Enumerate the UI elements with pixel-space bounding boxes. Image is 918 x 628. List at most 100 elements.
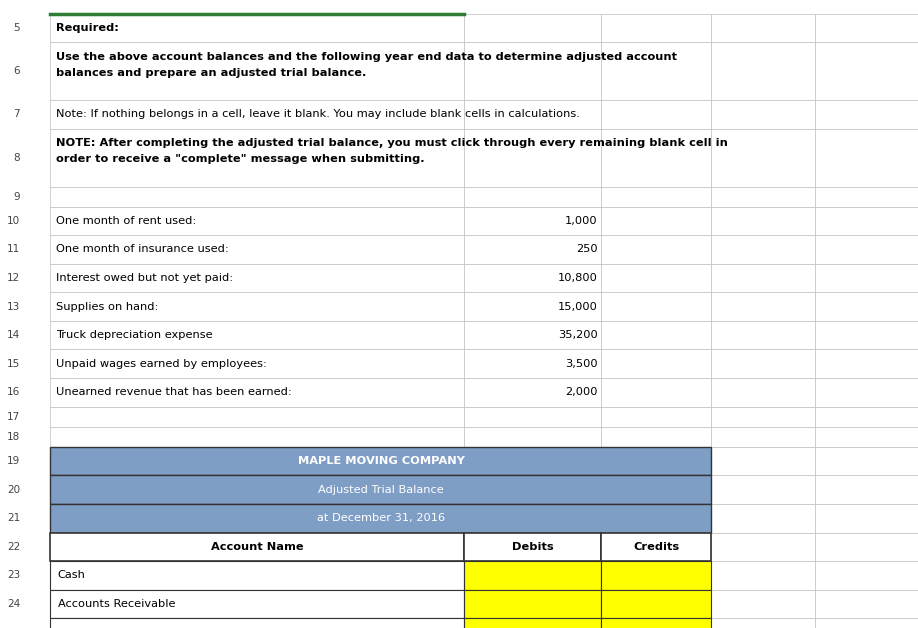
Text: order to receive a "complete" message when submitting.: order to receive a "complete" message wh…: [56, 154, 425, 165]
Text: 12: 12: [7, 273, 20, 283]
Text: Accounts Receivable: Accounts Receivable: [58, 599, 175, 609]
Bar: [50, 406, 464, 426]
Bar: [601, 504, 711, 533]
Bar: [464, 533, 601, 561]
Text: balances and prepare an adjusted trial balance.: balances and prepare an adjusted trial b…: [56, 68, 366, 78]
Text: 10: 10: [7, 216, 20, 226]
Bar: [50, 42, 464, 100]
Bar: [464, 533, 601, 561]
Bar: [50, 187, 464, 207]
Text: 17: 17: [7, 412, 20, 421]
Bar: [601, 426, 711, 447]
Bar: [464, 426, 601, 447]
Bar: [601, 406, 711, 426]
Text: 6: 6: [14, 67, 20, 76]
Text: MAPLE MOVING COMPANY: MAPLE MOVING COMPANY: [297, 456, 465, 466]
Bar: [50, 590, 464, 618]
Text: 15,000: 15,000: [558, 301, 598, 311]
Bar: [601, 590, 711, 618]
Text: Truck depreciation expense: Truck depreciation expense: [56, 330, 213, 340]
Bar: [464, 292, 601, 321]
Bar: [815, 321, 918, 349]
Text: 7: 7: [14, 109, 20, 119]
Text: Debits: Debits: [511, 542, 554, 552]
Bar: [601, 349, 711, 378]
Bar: [815, 14, 918, 42]
Text: Account Name: Account Name: [211, 542, 303, 552]
Text: 15: 15: [7, 359, 20, 369]
Bar: [50, 349, 464, 378]
Bar: [50, 426, 464, 447]
Text: 22: 22: [7, 542, 20, 552]
Text: Note: If nothing belongs in a cell, leave it blank. You may include blank cells : Note: If nothing belongs in a cell, leav…: [56, 109, 580, 119]
Text: Interest owed but not yet paid:: Interest owed but not yet paid:: [56, 273, 233, 283]
Bar: [464, 187, 601, 207]
Bar: [815, 264, 918, 292]
Bar: [601, 378, 711, 406]
Text: 19: 19: [7, 456, 20, 466]
Text: One month of insurance used:: One month of insurance used:: [56, 244, 229, 254]
Bar: [50, 618, 464, 628]
Bar: [464, 235, 601, 264]
Bar: [711, 292, 815, 321]
Bar: [601, 618, 711, 628]
Bar: [711, 42, 815, 100]
Bar: [601, 129, 711, 187]
Bar: [464, 100, 601, 129]
Bar: [815, 235, 918, 264]
Bar: [711, 14, 815, 42]
Text: 21: 21: [7, 513, 20, 523]
Bar: [815, 561, 918, 590]
Bar: [815, 378, 918, 406]
Bar: [815, 504, 918, 533]
Bar: [464, 207, 601, 235]
Bar: [815, 129, 918, 187]
Bar: [711, 378, 815, 406]
Bar: [601, 14, 711, 42]
Text: Unpaid wages earned by employees:: Unpaid wages earned by employees:: [56, 359, 267, 369]
Bar: [464, 321, 601, 349]
Bar: [464, 129, 601, 187]
Bar: [711, 590, 815, 618]
Bar: [464, 561, 601, 590]
Text: 35,200: 35,200: [558, 330, 598, 340]
Bar: [464, 561, 601, 590]
Text: 10,800: 10,800: [558, 273, 598, 283]
Bar: [50, 447, 711, 475]
Bar: [815, 533, 918, 561]
Text: 2,000: 2,000: [565, 387, 598, 398]
Text: 18: 18: [7, 432, 20, 441]
Bar: [711, 406, 815, 426]
Text: 24: 24: [7, 599, 20, 609]
Bar: [50, 618, 464, 628]
Bar: [711, 504, 815, 533]
Bar: [50, 100, 464, 129]
Text: One month of rent used:: One month of rent used:: [56, 216, 196, 226]
Bar: [50, 235, 464, 264]
Bar: [50, 504, 711, 533]
Bar: [711, 207, 815, 235]
Bar: [50, 475, 711, 504]
Text: Credits: Credits: [633, 542, 679, 552]
Bar: [464, 14, 601, 42]
Bar: [815, 447, 918, 475]
Text: Required:: Required:: [56, 23, 118, 33]
Bar: [464, 264, 601, 292]
Bar: [711, 618, 815, 628]
Bar: [815, 187, 918, 207]
Bar: [711, 235, 815, 264]
Text: 5: 5: [14, 23, 20, 33]
Bar: [464, 618, 601, 628]
Bar: [601, 264, 711, 292]
Bar: [601, 533, 711, 561]
Bar: [601, 533, 711, 561]
Bar: [464, 378, 601, 406]
Text: 3,500: 3,500: [565, 359, 598, 369]
Bar: [711, 447, 815, 475]
Bar: [711, 129, 815, 187]
Bar: [50, 14, 464, 42]
Text: 13: 13: [7, 301, 20, 311]
Bar: [50, 533, 464, 561]
Bar: [464, 475, 601, 504]
Text: 14: 14: [7, 330, 20, 340]
